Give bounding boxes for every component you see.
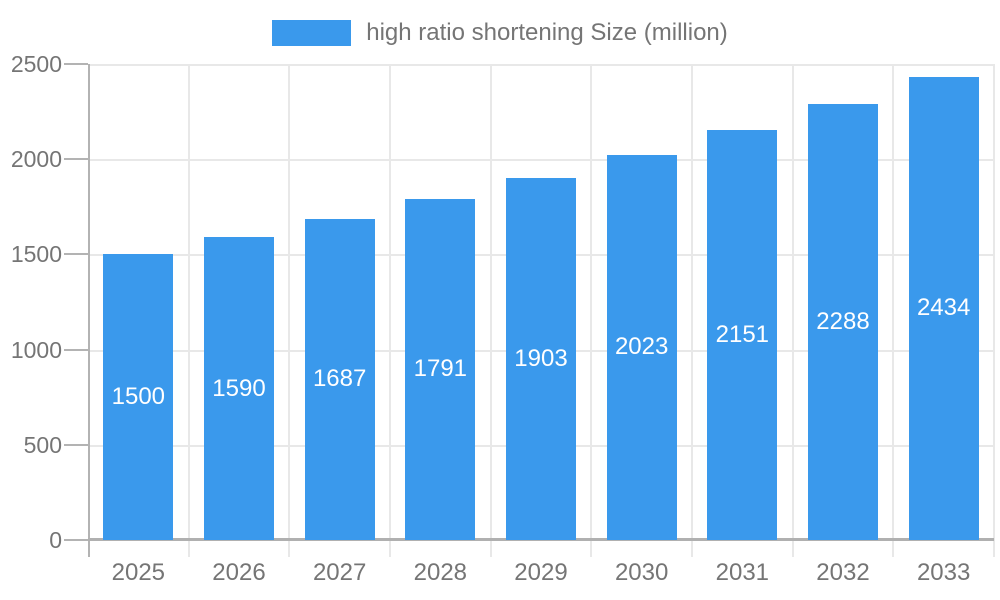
bar-value-label: 1791 [413,355,468,383]
bar-value-label: 2023 [614,333,669,361]
y-axis-tick [64,63,88,65]
bar[interactable] [304,218,375,540]
y-axis-tick [64,348,88,351]
bar[interactable] [707,130,778,540]
bar[interactable] [908,76,979,540]
gridline-vertical [791,64,794,557]
gridline-vertical [892,64,895,557]
legend: high ratio shortening Size (million) [0,18,1000,48]
x-axis-label: 2027 [312,559,367,586]
bar[interactable] [506,177,576,540]
y-axis-tick [64,158,88,161]
plot-area: 1500 1590 1687 1791 1903 2023 2151 2288 2434 [88,64,995,557]
gridline-vertical [691,64,693,557]
y-axis-label: 1000 [10,336,62,363]
bar[interactable] [606,154,677,540]
bar-value-label: 1590 [212,374,266,402]
x-axis-label: 2025 [111,559,166,586]
gridline-vertical [288,64,291,557]
gridline-vertical [187,64,190,557]
gridline-vertical [590,64,593,557]
y-axis-label: 2500 [10,51,62,77]
y-axis-tick [64,253,88,256]
x-axis-label: 2026 [212,559,266,586]
gridline-horizontal [88,159,994,162]
y-axis-label: 2000 [10,146,62,173]
gridline-vertical [489,64,492,557]
gridline-horizontal [88,64,994,66]
legend-swatch [272,20,352,46]
x-axis-label: 2030 [614,559,669,586]
x-axis-label: 2031 [715,559,770,586]
bar-value-label: 1903 [514,344,568,372]
y-axis-label: 1500 [10,241,62,268]
gridline-vertical [389,64,391,557]
bar-value-label: 2288 [816,308,870,336]
bar-value-label: 1500 [111,383,166,411]
x-axis-label: 2033 [916,559,971,586]
x-axis-label: 2032 [816,559,870,586]
y-axis-line [88,64,90,557]
bar[interactable] [808,104,878,540]
bar-value-label: 1687 [312,365,367,393]
y-axis-label: 0 [49,527,62,553]
bar[interactable] [103,254,174,540]
legend-label: high ratio shortening Size (million) [366,19,728,46]
bar-value-label: 2151 [715,321,770,349]
x-axis-label: 2029 [514,559,568,586]
y-axis-tick [64,443,88,446]
bar[interactable] [405,199,476,540]
bar-value-label: 2434 [916,294,971,322]
bar[interactable] [204,237,274,540]
y-axis-label: 500 [23,431,62,458]
gridline-vertical [993,64,995,557]
x-axis-label: 2028 [413,559,468,586]
y-axis-tick [64,539,88,541]
